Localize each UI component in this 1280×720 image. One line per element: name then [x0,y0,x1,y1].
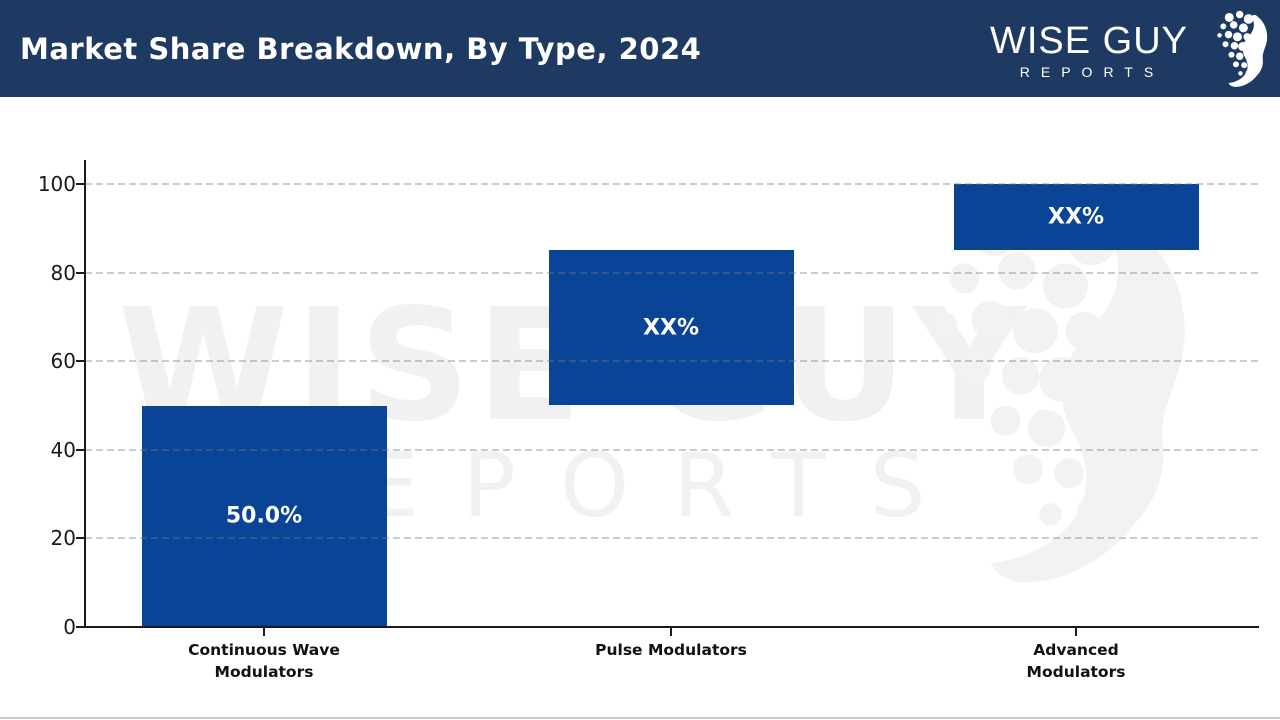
y-tick-label: 20 [50,526,76,551]
x-tick-mark [263,627,265,636]
grid-line [85,271,1258,274]
grid-line [85,183,1258,185]
bar [953,184,1199,251]
bar-value-label: XX% [643,315,699,341]
bar-value-label: XX% [1048,204,1104,230]
brand-subtitle: REPORTS [1019,64,1165,80]
x-category-label: Continuous Wave Modulators [188,641,340,681]
y-tick-label: 0 [63,615,76,639]
y-tick-mark [76,448,84,451]
x-category-label: Advanced Modulators [1026,641,1126,681]
y-tick-label: 60 [50,349,76,374]
grid-line [85,448,1258,451]
y-tick-label: 100 [37,172,76,196]
y-tick-mark [76,271,84,274]
grid-line [85,360,1258,363]
y-axis-line [84,159,86,628]
brand-face-icon [1217,10,1268,87]
footer-divider [0,717,1280,719]
brand-logo: WISE GUY REPORTS [990,10,1268,92]
bar-value-label: 50.0% [225,503,303,529]
watermark-face-icon [934,199,1185,583]
y-tick-mark [76,537,84,540]
y-tick-mark [76,360,84,363]
y-tick-label: 80 [50,260,76,285]
header-bar: Market Share Breakdown, By Type, 2024 WI… [0,0,1280,97]
page-title: Market Share Breakdown, By Type, 2024 [20,31,702,66]
x-category-label: Pulse Modulators [595,641,747,659]
y-tick-mark [76,626,84,628]
bar [141,405,387,627]
y-tick-mark [76,183,84,185]
brand-name: WISE GUY [989,20,1188,62]
x-tick-mark [670,627,672,636]
y-tick-label: 40 [50,437,76,462]
bar [548,250,794,406]
x-tick-mark [1075,627,1077,636]
grid-line [85,537,1258,540]
